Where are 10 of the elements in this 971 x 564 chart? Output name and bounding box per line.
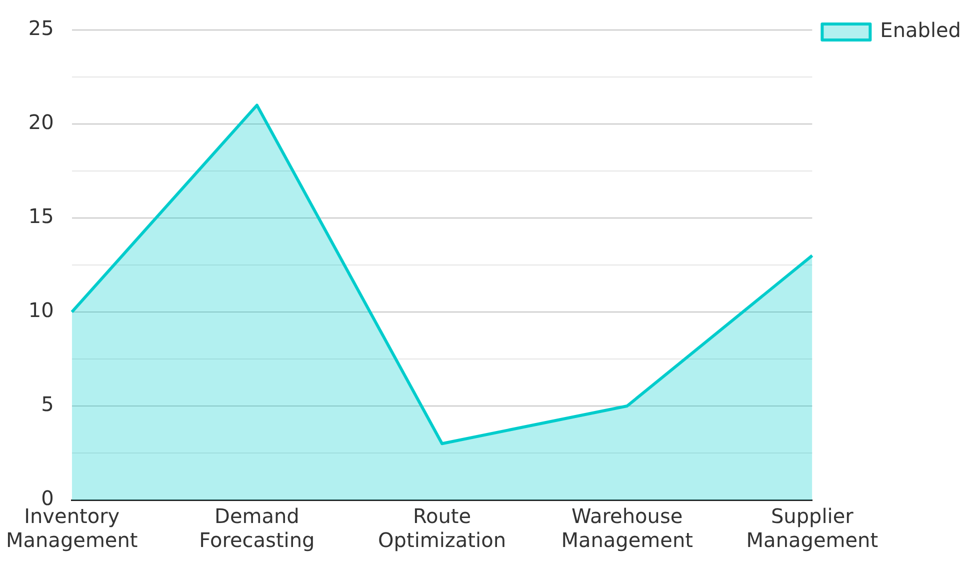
y-tick-label: 25	[28, 16, 54, 40]
y-tick-label: 20	[28, 110, 54, 134]
x-tick-label: Demand Forecasting	[199, 504, 315, 552]
x-tick-label: Route Optimization	[378, 504, 506, 552]
legend-label: Enabled	[880, 18, 962, 42]
x-tick-label: Warehouse Management	[561, 504, 694, 552]
y-tick-label: 5	[41, 392, 54, 416]
y-tick-label: 15	[28, 204, 54, 228]
y-tick-label: 10	[28, 298, 54, 322]
x-tick-label: Supplier Management	[746, 504, 878, 552]
